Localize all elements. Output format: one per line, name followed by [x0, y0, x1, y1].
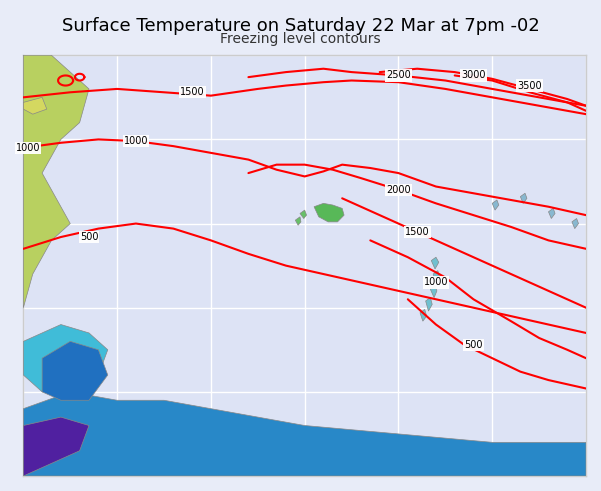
Polygon shape	[314, 203, 344, 222]
Text: 1000: 1000	[16, 143, 40, 153]
Text: 2000: 2000	[386, 185, 410, 195]
Polygon shape	[549, 208, 555, 218]
Text: 1500: 1500	[180, 87, 204, 97]
Polygon shape	[23, 325, 108, 392]
Polygon shape	[23, 55, 89, 308]
Text: 2500: 2500	[386, 70, 411, 81]
Polygon shape	[300, 210, 307, 218]
Text: Surface Temperature on Saturday 22 Mar at 7pm -02: Surface Temperature on Saturday 22 Mar a…	[62, 17, 539, 35]
Text: 1000: 1000	[124, 136, 148, 146]
Text: 3500: 3500	[517, 81, 542, 90]
Polygon shape	[23, 417, 89, 476]
Text: 1500: 1500	[405, 227, 430, 237]
Polygon shape	[433, 271, 440, 282]
Polygon shape	[42, 341, 108, 400]
Polygon shape	[572, 218, 579, 229]
Polygon shape	[432, 257, 439, 269]
Text: 1000: 1000	[424, 277, 448, 287]
Polygon shape	[295, 217, 301, 225]
Text: 500: 500	[464, 340, 483, 350]
Text: Freezing level contours: Freezing level contours	[220, 32, 381, 46]
Polygon shape	[23, 97, 47, 114]
Polygon shape	[430, 286, 437, 298]
Text: 500: 500	[80, 232, 98, 242]
Text: 3000: 3000	[461, 70, 486, 81]
Polygon shape	[23, 392, 586, 476]
Polygon shape	[420, 309, 427, 321]
Polygon shape	[520, 193, 527, 203]
Polygon shape	[426, 298, 432, 311]
Polygon shape	[492, 200, 499, 210]
